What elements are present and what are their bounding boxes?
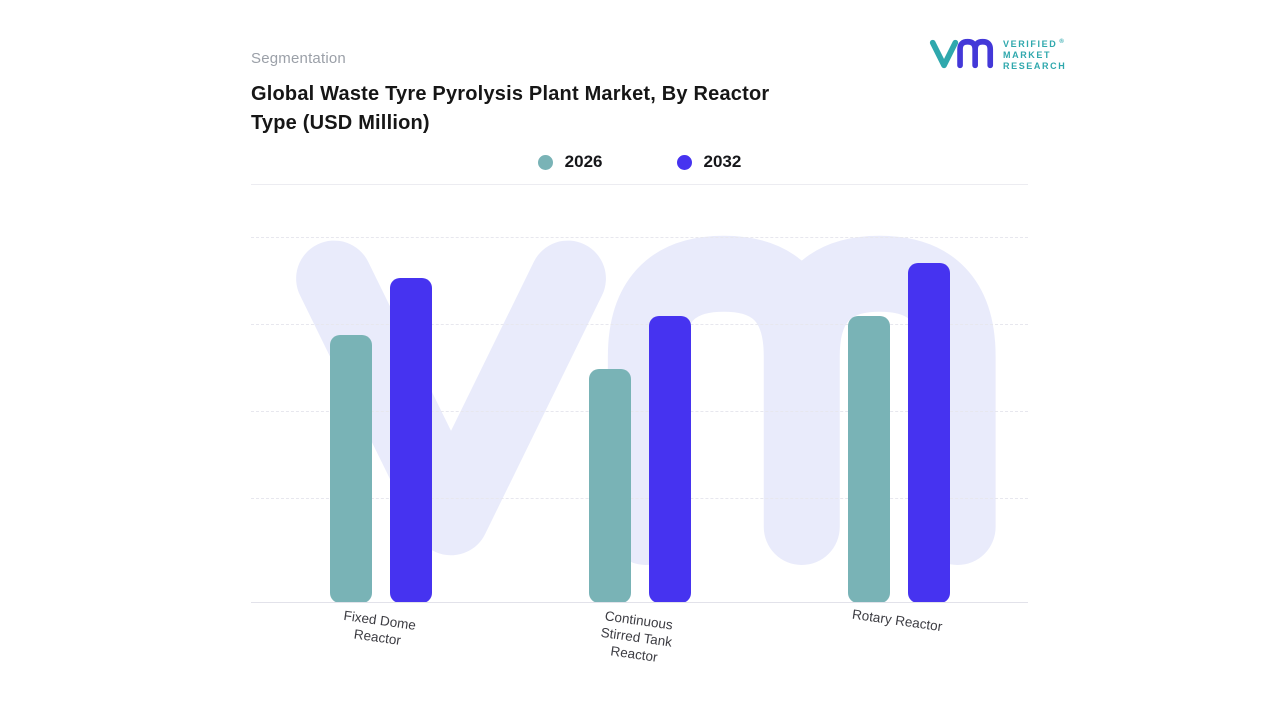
vmr-logo-text: VERIFIED ® MARKET RESEARCH — [1003, 37, 1066, 72]
bar-chart — [251, 225, 1028, 603]
logo-line-verified: VERIFIED ® — [1003, 38, 1066, 49]
logo-line-research: RESEARCH — [1003, 60, 1067, 71]
legend-swatch-icon — [537, 154, 553, 170]
bar-group-fixed-dome-reactor — [251, 225, 510, 603]
x-axis-line — [251, 602, 1028, 603]
vmr-logo-mark-icon — [929, 38, 994, 69]
x-axis-label-cell: Continuous Stirred Tank Reactor — [510, 608, 769, 665]
gridline — [251, 411, 1028, 412]
registered-mark: ® — [1059, 38, 1066, 45]
legend-item-2032[interactable]: 2032 — [676, 152, 742, 172]
gridline — [251, 324, 1028, 325]
legend-item-2026[interactable]: 2026 — [537, 152, 603, 172]
bar-2026-continuous-stirred-tank-reactor[interactable] — [588, 368, 631, 603]
x-axis-label-fixed-dome-reactor: Fixed Dome Reactor — [342, 607, 417, 648]
logo-line-market: MARKET — [1003, 49, 1052, 60]
x-axis-labels: Fixed Dome Reactor Continuous Stirred Tan… — [251, 607, 1028, 665]
header-divider — [251, 184, 1028, 185]
x-axis-label-cell: Fixed Dome Reactor — [251, 608, 510, 663]
x-axis-label-continuous-stirred-tank-reactor: Continuous Stirred Tank Reactor — [599, 608, 674, 665]
bar-group-rotary-reactor — [769, 225, 1028, 603]
bar-2032-fixed-dome-reactor[interactable] — [389, 277, 432, 603]
chart-title: Global Waste Tyre Pyrolysis Plant Market… — [251, 83, 770, 134]
segmentation-label: Segmentation — [251, 50, 346, 67]
legend-label: 2026 — [564, 152, 603, 171]
bar-2026-fixed-dome-reactor[interactable] — [329, 334, 372, 603]
bar-2026-rotary-reactor[interactable] — [847, 315, 890, 603]
legend-swatch-icon — [676, 154, 692, 170]
bar-group-continuous-stirred-tank-reactor — [510, 225, 769, 603]
bar-2032-rotary-reactor[interactable] — [907, 262, 950, 603]
chart-legend: 2026 2032 — [251, 152, 1028, 172]
gridline — [251, 237, 1028, 238]
legend-label: 2032 — [703, 152, 742, 171]
vmr-logo: VERIFIED ® MARKET RESEARCH — [928, 36, 1066, 72]
bar-2032-continuous-stirred-tank-reactor[interactable] — [648, 315, 691, 603]
plot-area — [251, 225, 1028, 603]
gridline — [251, 498, 1028, 499]
x-axis-label-rotary-reactor: Rotary Reactor — [851, 606, 944, 635]
x-axis-label-cell: Rotary Reactor — [769, 607, 1028, 663]
